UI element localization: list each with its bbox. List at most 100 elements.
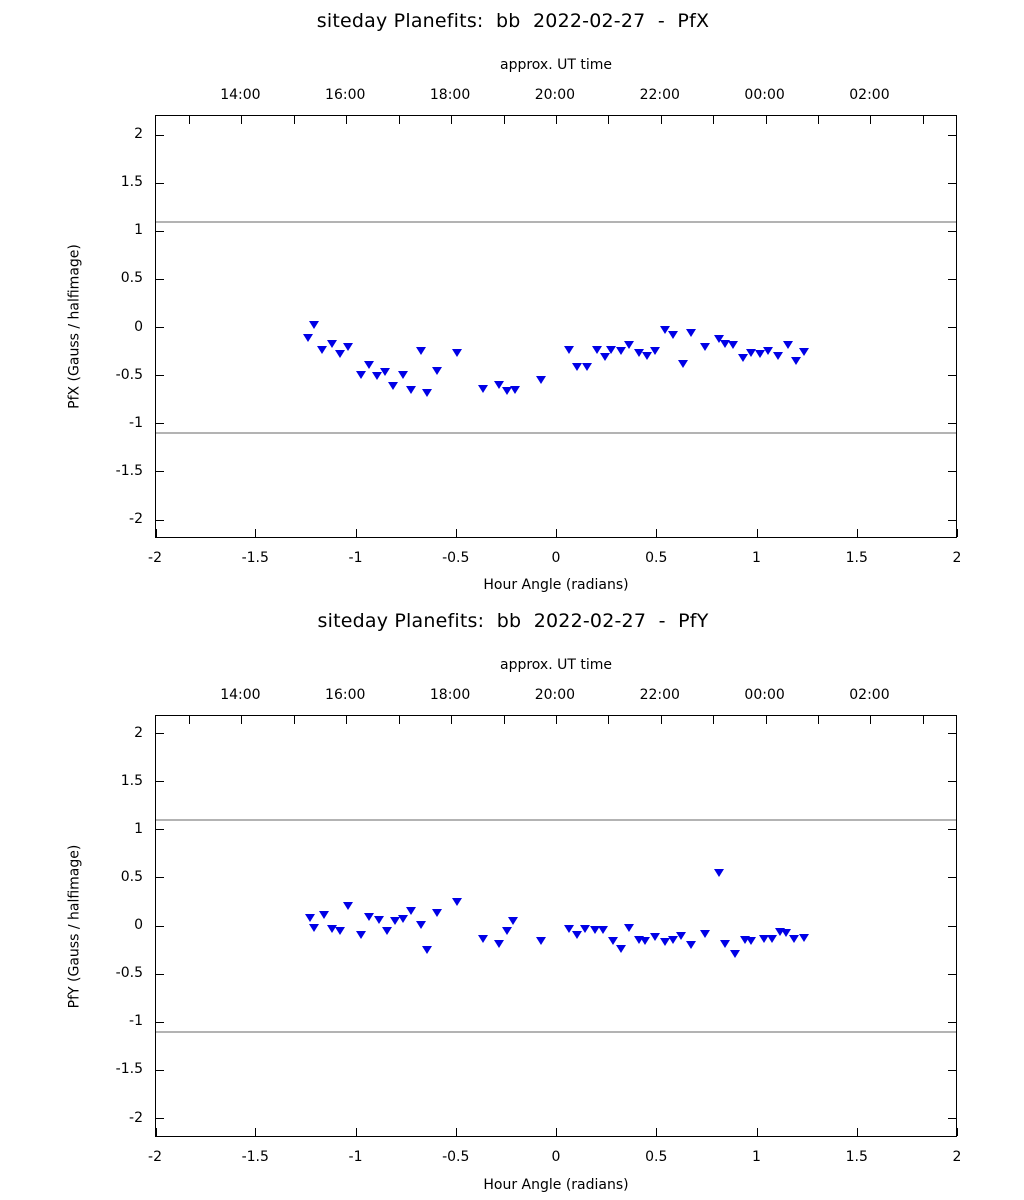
y-tick-label: 2 [134, 724, 143, 741]
data-point-marker [564, 924, 575, 933]
y-axis-tick [948, 781, 956, 783]
y-tick-label: 0 [134, 917, 143, 933]
time-tick-label: 14:00 [220, 87, 261, 103]
y-axis-tick [948, 375, 956, 377]
y-tick-label: 1 [134, 820, 143, 837]
y-tick-label: -0.5 [115, 366, 143, 383]
data-point-marker [477, 934, 488, 943]
x-axis-tick [656, 1128, 658, 1136]
data-point-marker [598, 925, 609, 934]
discard-threshold-line [156, 220, 956, 223]
y-axis-tick [948, 134, 956, 136]
y-axis-tick [156, 182, 164, 184]
time-axis-tick [765, 716, 767, 724]
data-point-marker [509, 386, 520, 395]
data-point-marker [309, 923, 320, 932]
data-point-marker [405, 906, 416, 915]
y-axis-tick [156, 278, 164, 280]
y-axis-tick [156, 134, 164, 136]
data-point-marker [600, 353, 611, 362]
y-axis-tick [156, 877, 164, 879]
y-axis-tick [948, 230, 956, 232]
data-point-marker [700, 929, 711, 938]
time-axis-tick [765, 116, 767, 124]
data-point-marker [335, 926, 346, 935]
time-tick-label: 18:00 [429, 87, 471, 103]
data-point-marker [720, 940, 731, 949]
time-axis-tick [922, 716, 924, 724]
x-tick-label: -0.5 [442, 550, 470, 566]
y-axis-tick [948, 925, 956, 927]
y-axis-tick [156, 423, 164, 425]
data-point-marker [616, 945, 627, 954]
y-axis-tick [156, 1118, 164, 1119]
x-tick-label: -1 [348, 550, 363, 566]
data-point-marker [535, 937, 546, 946]
time-axis-tick [555, 116, 557, 124]
pfy-chart: siteday Planefits: bb 2022-02-27 - PfY a… [0, 600, 1024, 1200]
data-point-marker [507, 917, 518, 926]
plot-title: siteday Planefits: bb 2022-02-27 - PfX [316, 10, 710, 32]
y-tick-label: -2 [129, 511, 143, 527]
time-axis-tick [346, 116, 348, 124]
time-axis-tick [555, 716, 557, 724]
x-tick-label: 2 [952, 550, 962, 566]
data-point-marker [305, 914, 316, 923]
data-point-marker [788, 935, 799, 944]
data-point-marker [572, 930, 583, 939]
y-axis-tick [948, 733, 956, 734]
data-point-marker [451, 897, 462, 906]
data-point-marker [590, 925, 601, 934]
data-point-marker [780, 928, 791, 937]
data-point-marker [387, 382, 398, 391]
data-point-marker [343, 342, 354, 351]
x-axis-tick [355, 1128, 357, 1136]
time-axis-tick [241, 716, 243, 724]
data-point-marker [766, 935, 777, 944]
y-tick-label: -1.5 [115, 462, 143, 479]
time-tick-label: 16:00 [325, 87, 366, 103]
data-point-marker [686, 941, 697, 950]
data-point-marker [650, 932, 661, 941]
x-axis-tick [656, 529, 658, 537]
x-tick-label: -1.5 [241, 1149, 269, 1165]
y-tick-label: 0.5 [120, 868, 143, 885]
data-point-marker [606, 345, 617, 354]
y-tick-label: -0.5 [115, 965, 143, 982]
data-point-marker [431, 366, 442, 375]
data-point-marker [660, 326, 671, 335]
data-point-marker [327, 339, 338, 348]
time-axis-tick [660, 116, 662, 124]
y-axis-tick [156, 471, 164, 473]
x-tick-label: 1 [752, 550, 761, 566]
data-point-marker [582, 362, 593, 371]
data-point-marker [686, 329, 697, 338]
time-axis-tick [189, 116, 190, 124]
time-axis-tick [503, 116, 505, 124]
y-axis-tick [156, 925, 164, 927]
time-axis-tick [870, 716, 872, 724]
x-tick-label: 0 [551, 550, 561, 566]
data-point-marker [782, 340, 793, 349]
time-axis-tick [503, 716, 505, 724]
x-axis-label: Hour Angle (radians) [483, 577, 629, 593]
data-point-marker [421, 946, 432, 955]
x-tick-label: -2 [148, 1149, 162, 1165]
data-point-marker [415, 921, 426, 930]
data-point-marker [580, 924, 591, 933]
x-axis-tick [255, 529, 257, 537]
time-tick-label: 20:00 [534, 687, 576, 703]
data-point-marker [634, 348, 645, 357]
y-axis-tick [156, 973, 164, 975]
data-point-marker [774, 927, 785, 936]
data-point-marker [564, 345, 575, 354]
data-point-marker [624, 340, 635, 349]
ut-time-axis-label: approx. UT time [500, 57, 612, 73]
data-point-marker [355, 930, 366, 939]
data-point-marker [371, 371, 382, 380]
data-point-marker [397, 370, 408, 379]
x-tick-label: 1 [752, 1149, 761, 1165]
x-axis-tick [756, 529, 758, 537]
data-point-marker [303, 334, 314, 343]
x-axis-tick [756, 1128, 758, 1136]
